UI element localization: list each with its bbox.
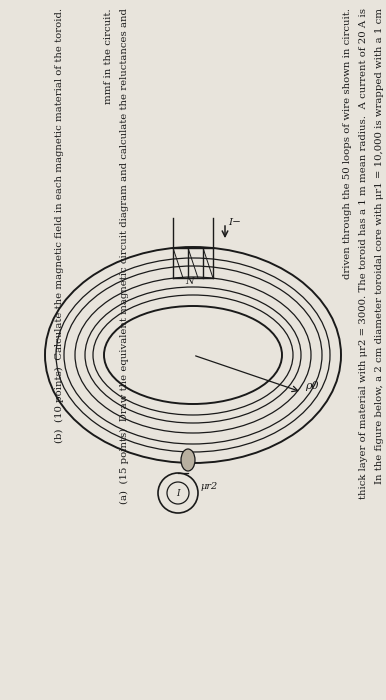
Text: driven through the 50 loops of wire shown in circuit.: driven through the 50 loops of wire show… bbox=[343, 8, 352, 279]
Text: (a)  (15 points)  Draw the equivalent magnetic circuit diagram and calculate the: (a) (15 points) Draw the equivalent magn… bbox=[120, 8, 129, 504]
Text: N: N bbox=[185, 277, 193, 286]
Text: I−: I− bbox=[228, 218, 241, 227]
Text: ρ0: ρ0 bbox=[305, 381, 318, 391]
Text: (b)  (10 points)  Calculate the magnetic field in each magnetic material of the : (b) (10 points) Calculate the magnetic f… bbox=[55, 8, 64, 443]
Text: In the figure below, a 2 cm diameter toroidal core with μr1 = 10,000 is wrapped : In the figure below, a 2 cm diameter tor… bbox=[375, 8, 384, 484]
Ellipse shape bbox=[181, 449, 195, 471]
Text: thick layer of material with μr2 = 3000. The toroid has a 1 m mean radius.  A cu: thick layer of material with μr2 = 3000.… bbox=[359, 8, 368, 499]
Text: mmf in the circuit.: mmf in the circuit. bbox=[104, 8, 113, 104]
Text: I: I bbox=[176, 489, 180, 498]
Text: μr2: μr2 bbox=[201, 482, 218, 491]
